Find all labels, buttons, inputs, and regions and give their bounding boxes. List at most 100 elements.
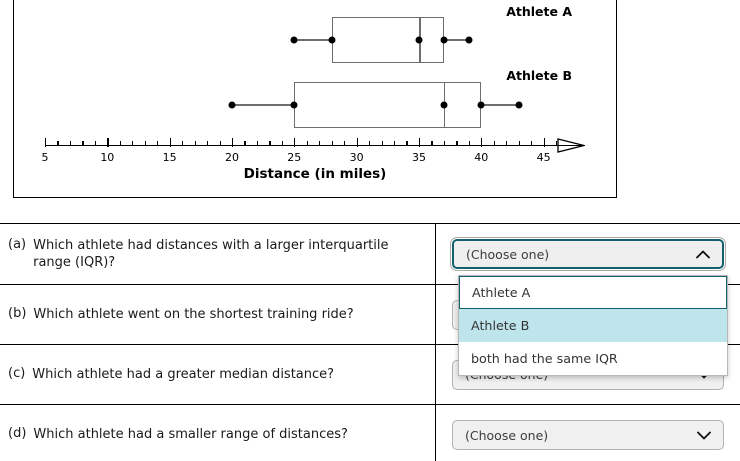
series-label-athlete-a: Athlete A bbox=[506, 4, 572, 19]
chevron-up-icon bbox=[696, 247, 710, 262]
question-label: (c) bbox=[8, 365, 26, 381]
boxplot-point-max bbox=[515, 101, 523, 109]
question-body: Which athlete had a smaller range of dis… bbox=[33, 427, 348, 443]
box-plot-chart: Athlete A Athlete B 5 10 15 20 25 30 35 40 45 Di… bbox=[13, 0, 617, 198]
axis-tick-label: 25 bbox=[287, 151, 302, 164]
question-row: (d) Which athlete had a smaller range of … bbox=[0, 405, 740, 461]
axis-tick-minor bbox=[94, 141, 97, 147]
axis-line bbox=[45, 145, 585, 147]
axis-tick-minor bbox=[244, 141, 246, 147]
question-body: Which athlete had a greater median dista… bbox=[32, 366, 335, 382]
question-answer-cell: (Choose one) bbox=[436, 405, 740, 461]
axis-tick-major bbox=[107, 137, 109, 147]
axis-tick-minor bbox=[369, 141, 371, 147]
axis-tick-major bbox=[294, 137, 296, 147]
axis-tick-minor bbox=[331, 141, 333, 147]
axis-tick-minor bbox=[269, 141, 271, 147]
axis-tick-major bbox=[231, 137, 234, 147]
axis-tick-label: 10 bbox=[100, 151, 115, 164]
question-answer-cell: (Choose one) bbox=[436, 224, 740, 284]
axis-tick-minor bbox=[69, 141, 72, 147]
question-text-cell: (d) Which athlete had a smaller range of … bbox=[0, 405, 436, 461]
question-label: (a) bbox=[8, 236, 27, 252]
axis-tick-minor bbox=[406, 141, 408, 147]
boxplot-point-min bbox=[290, 36, 298, 44]
question-text-cell: (b) Which athlete went on the shortest tr… bbox=[0, 285, 436, 344]
axis-tick-minor bbox=[144, 141, 146, 147]
axis-tick-major bbox=[45, 137, 47, 147]
question-body: Which athlete had distances with a large… bbox=[33, 237, 389, 270]
answer-select-d[interactable]: (Choose one) bbox=[452, 420, 724, 450]
answer-select-a[interactable]: (Choose one) bbox=[452, 239, 724, 269]
axis-tick-minor bbox=[219, 141, 221, 147]
boxplot-whisker-lower bbox=[231, 104, 295, 106]
axis-tick-minor bbox=[431, 141, 433, 147]
axis-tick-major bbox=[356, 137, 358, 147]
question-label: (b) bbox=[8, 305, 27, 321]
chevron-down-icon bbox=[697, 428, 711, 443]
axis-tick-label: 20 bbox=[224, 151, 239, 164]
question-label: (d) bbox=[8, 426, 27, 442]
series-label-athlete-b: Athlete B bbox=[506, 68, 572, 83]
axis-tick-major bbox=[418, 137, 421, 147]
axis-tick-minor bbox=[57, 141, 59, 147]
axis-tick-minor bbox=[493, 141, 495, 147]
axis-tick-minor bbox=[556, 141, 558, 147]
axis-tick-minor bbox=[207, 141, 209, 147]
boxplot-box-athlete-a bbox=[331, 17, 444, 63]
dropdown-option-label: both had the same IQR bbox=[471, 351, 618, 366]
axis-tick-minor bbox=[344, 141, 346, 147]
axis-tick-minor bbox=[132, 141, 134, 147]
axis-tick-label: 35 bbox=[411, 151, 426, 164]
axis-title: Distance (in miles) bbox=[243, 166, 387, 182]
boxplot-point-q1 bbox=[328, 36, 336, 44]
boxplot-box-athlete-b bbox=[294, 82, 482, 128]
axis-tick-label: 30 bbox=[349, 151, 364, 164]
axis-tick-minor bbox=[194, 141, 196, 147]
boxplot-point-median bbox=[415, 36, 423, 44]
axis-tick-minor bbox=[319, 141, 321, 147]
axis-tick-minor bbox=[531, 141, 533, 147]
axis-tick-label: 45 bbox=[536, 151, 551, 164]
axis-tick-label: 40 bbox=[474, 151, 489, 164]
axis-tick-minor bbox=[256, 141, 259, 147]
axis-tick-minor bbox=[281, 141, 284, 147]
boxplot-point-min bbox=[228, 101, 236, 109]
axis-tick-minor bbox=[468, 141, 470, 147]
question-body: Which athlete went on the shortest train… bbox=[33, 306, 354, 322]
axis-tick-minor bbox=[518, 141, 520, 147]
question-text-cell: (a) Which athlete had distances with a la… bbox=[0, 224, 436, 284]
answer-select-value: (Choose one) bbox=[466, 246, 550, 262]
axis-tick-major bbox=[481, 137, 483, 147]
dropdown-option-label: Athlete B bbox=[471, 318, 530, 333]
axis-tick-minor bbox=[443, 141, 446, 147]
boxplot-point-median bbox=[440, 101, 448, 109]
axis-tick-minor bbox=[456, 141, 458, 147]
axis-tick-major bbox=[543, 137, 545, 147]
axis-arrow-icon bbox=[557, 138, 587, 157]
boxplot-point-q3 bbox=[440, 36, 448, 44]
boxplot-whisker-lower bbox=[294, 39, 332, 41]
boxplot-point-max bbox=[465, 36, 473, 44]
boxplot-whisker-upper bbox=[443, 39, 469, 41]
axis-tick-minor bbox=[157, 141, 159, 147]
axis-tick-label: 15 bbox=[162, 151, 177, 164]
dropdown-option[interactable]: Athlete B bbox=[459, 309, 727, 342]
axis-tick-minor bbox=[119, 141, 121, 147]
question-row: (a) Which athlete had distances with a la… bbox=[0, 224, 740, 285]
boxplot-whisker-upper bbox=[481, 104, 519, 106]
axis-tick-major bbox=[169, 137, 171, 147]
dropdown-option[interactable]: both had the same IQR bbox=[459, 342, 727, 375]
axis-tick-minor bbox=[506, 141, 508, 147]
axis-tick-label: 5 bbox=[41, 151, 49, 164]
axis-tick-minor bbox=[182, 141, 184, 147]
dropdown-options-list[interactable]: Athlete A Athlete B both had the same IQR bbox=[458, 275, 728, 376]
dropdown-option[interactable]: Athlete A bbox=[459, 276, 727, 309]
axis-tick-minor bbox=[306, 141, 308, 147]
dropdown-option-label: Athlete A bbox=[472, 285, 531, 300]
axis-tick-minor bbox=[82, 141, 84, 147]
answer-select-value: (Choose one) bbox=[465, 427, 549, 443]
axis-tick-minor bbox=[381, 141, 383, 147]
question-text-cell: (c) Which athlete had a greater median di… bbox=[0, 345, 436, 404]
